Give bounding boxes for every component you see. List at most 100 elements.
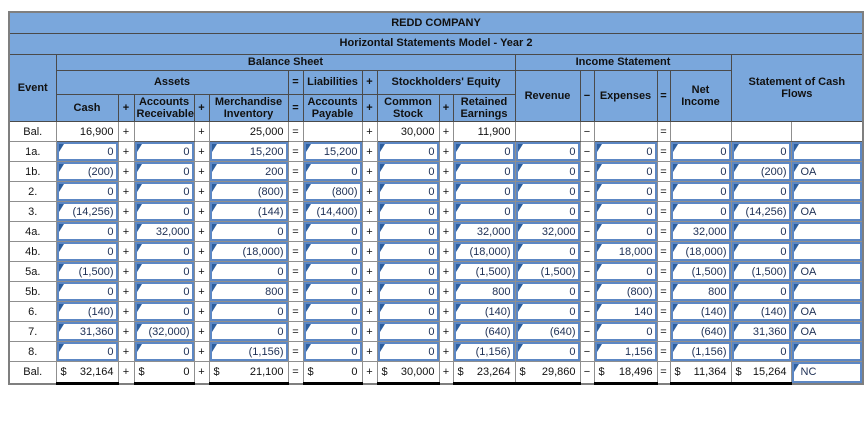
cell-ap[interactable]: 0 bbox=[302, 301, 363, 323]
cell-rev[interactable]: 32,000 bbox=[514, 221, 581, 243]
cell-cash[interactable]: 0 bbox=[55, 181, 119, 203]
cell-cash[interactable]: 0 bbox=[55, 141, 119, 163]
cell-ni[interactable]: 0 bbox=[669, 201, 732, 223]
cell-ap[interactable]: 0 bbox=[302, 321, 363, 343]
cell-exp[interactable]: 1,156 bbox=[593, 341, 658, 363]
cell-cs[interactable]: 0 bbox=[376, 281, 440, 303]
cell-re[interactable]: 0 bbox=[452, 201, 516, 223]
cell-rev[interactable]: 0 bbox=[514, 241, 581, 263]
cell-cs[interactable]: 0 bbox=[376, 241, 440, 263]
cell-exp[interactable]: 0 bbox=[593, 161, 658, 183]
cell-cf[interactable]: 0 bbox=[730, 341, 792, 363]
cell-re[interactable]: (1,500) bbox=[452, 261, 516, 283]
cell-cs[interactable]: 0 bbox=[376, 221, 440, 243]
cell-re[interactable]: 0 bbox=[452, 181, 516, 203]
cell-cftype[interactable]: NC bbox=[790, 361, 864, 385]
cell-cash[interactable]: 0 bbox=[55, 281, 119, 303]
cell-cf[interactable]: 0 bbox=[730, 181, 792, 203]
cell-ni[interactable]: (140) bbox=[669, 301, 732, 323]
cell-cf[interactable]: (14,256) bbox=[730, 201, 792, 223]
cell-re[interactable]: (18,000) bbox=[452, 241, 516, 263]
cell-ar[interactable]: 0 bbox=[133, 241, 195, 263]
cell-rev[interactable]: 0 bbox=[514, 161, 581, 183]
cell-cs[interactable]: 0 bbox=[376, 301, 440, 323]
cell-mi[interactable]: (144) bbox=[208, 201, 289, 223]
cell-ap[interactable]: (800) bbox=[302, 181, 363, 203]
cell-mi[interactable]: 0 bbox=[208, 301, 289, 323]
cell-cf[interactable]: 31,360 bbox=[730, 321, 792, 343]
cell-ar[interactable]: (32,000) bbox=[133, 321, 195, 343]
cell-mi[interactable]: 15,200 bbox=[208, 141, 289, 163]
cell-exp[interactable]: 18,000 bbox=[593, 241, 658, 263]
cell-cf[interactable]: (1,500) bbox=[730, 261, 792, 283]
cell-cf[interactable]: (200) bbox=[730, 161, 792, 183]
cell-cftype[interactable]: OA bbox=[790, 201, 864, 223]
cell-ap[interactable]: 0 bbox=[302, 261, 363, 283]
cell-ni[interactable]: 0 bbox=[669, 161, 732, 183]
cell-cs[interactable]: 0 bbox=[376, 341, 440, 363]
cell-exp[interactable]: 0 bbox=[593, 321, 658, 343]
cell-rev[interactable]: 0 bbox=[514, 301, 581, 323]
cell-cftype[interactable] bbox=[790, 341, 864, 363]
cell-ar[interactable]: 0 bbox=[133, 141, 195, 163]
cell-re[interactable]: (640) bbox=[452, 321, 516, 343]
cell-cs[interactable]: 0 bbox=[376, 261, 440, 283]
cell-rev[interactable]: 0 bbox=[514, 201, 581, 223]
cell-ni[interactable]: (1,500) bbox=[669, 261, 732, 283]
cell-cs[interactable]: 0 bbox=[376, 141, 440, 163]
cell-re[interactable]: (1,156) bbox=[452, 341, 516, 363]
cell-cf[interactable]: 0 bbox=[730, 221, 792, 243]
cell-ap[interactable]: 0 bbox=[302, 281, 363, 303]
cell-cash[interactable]: (14,256) bbox=[55, 201, 119, 223]
cell-ar[interactable]: 0 bbox=[133, 281, 195, 303]
cell-ar[interactable]: 0 bbox=[133, 181, 195, 203]
cell-ap[interactable]: 0 bbox=[302, 241, 363, 263]
cell-ar[interactable]: 0 bbox=[133, 301, 195, 323]
cell-cs[interactable]: 0 bbox=[376, 201, 440, 223]
cell-cftype[interactable] bbox=[790, 281, 864, 303]
cell-re[interactable]: 0 bbox=[452, 141, 516, 163]
cell-cs[interactable]: 0 bbox=[376, 181, 440, 203]
cell-ap[interactable]: (14,400) bbox=[302, 201, 363, 223]
cell-re[interactable]: 32,000 bbox=[452, 221, 516, 243]
cell-cf[interactable]: 0 bbox=[730, 141, 792, 163]
cell-ni[interactable]: 0 bbox=[669, 181, 732, 203]
cell-cash[interactable]: 0 bbox=[55, 221, 119, 243]
cell-cftype[interactable]: OA bbox=[790, 261, 864, 283]
cell-cftype[interactable] bbox=[790, 241, 864, 263]
cell-ar[interactable]: 0 bbox=[133, 261, 195, 283]
cell-mi[interactable]: 0 bbox=[208, 321, 289, 343]
cell-ni[interactable]: 32,000 bbox=[669, 221, 732, 243]
cell-cftype[interactable] bbox=[790, 141, 864, 163]
cell-cf[interactable]: 0 bbox=[730, 241, 792, 263]
cell-cash[interactable]: 31,360 bbox=[55, 321, 119, 343]
cell-cash[interactable]: 0 bbox=[55, 241, 119, 263]
cell-ap[interactable]: 0 bbox=[302, 161, 363, 183]
cell-cftype[interactable] bbox=[790, 221, 864, 243]
cell-cash[interactable]: (200) bbox=[55, 161, 119, 183]
cell-rev[interactable]: 0 bbox=[514, 281, 581, 303]
cell-exp[interactable]: (800) bbox=[593, 281, 658, 303]
cell-cash[interactable]: 0 bbox=[55, 341, 119, 363]
cell-mi[interactable]: (800) bbox=[208, 181, 289, 203]
cell-ar[interactable]: 0 bbox=[133, 341, 195, 363]
cell-ni[interactable]: (640) bbox=[669, 321, 732, 343]
cell-mi[interactable]: (1,156) bbox=[208, 341, 289, 363]
cell-mi[interactable]: (18,000) bbox=[208, 241, 289, 263]
cell-mi[interactable]: 800 bbox=[208, 281, 289, 303]
cell-cf[interactable]: (140) bbox=[730, 301, 792, 323]
cell-ar[interactable]: 32,000 bbox=[133, 221, 195, 243]
cell-exp[interactable]: 0 bbox=[593, 201, 658, 223]
cell-rev[interactable]: (640) bbox=[514, 321, 581, 343]
cell-cash[interactable]: (1,500) bbox=[55, 261, 119, 283]
cell-ap[interactable]: 15,200 bbox=[302, 141, 363, 163]
cell-rev[interactable]: 0 bbox=[514, 181, 581, 203]
cell-rev[interactable]: (1,500) bbox=[514, 261, 581, 283]
cell-re[interactable]: 800 bbox=[452, 281, 516, 303]
cell-cftype[interactable]: OA bbox=[790, 161, 864, 183]
cell-ni[interactable]: (18,000) bbox=[669, 241, 732, 263]
cell-re[interactable]: 0 bbox=[452, 161, 516, 183]
cell-rev[interactable]: 0 bbox=[514, 141, 581, 163]
cell-cash[interactable]: (140) bbox=[55, 301, 119, 323]
cell-ar[interactable]: 0 bbox=[133, 201, 195, 223]
